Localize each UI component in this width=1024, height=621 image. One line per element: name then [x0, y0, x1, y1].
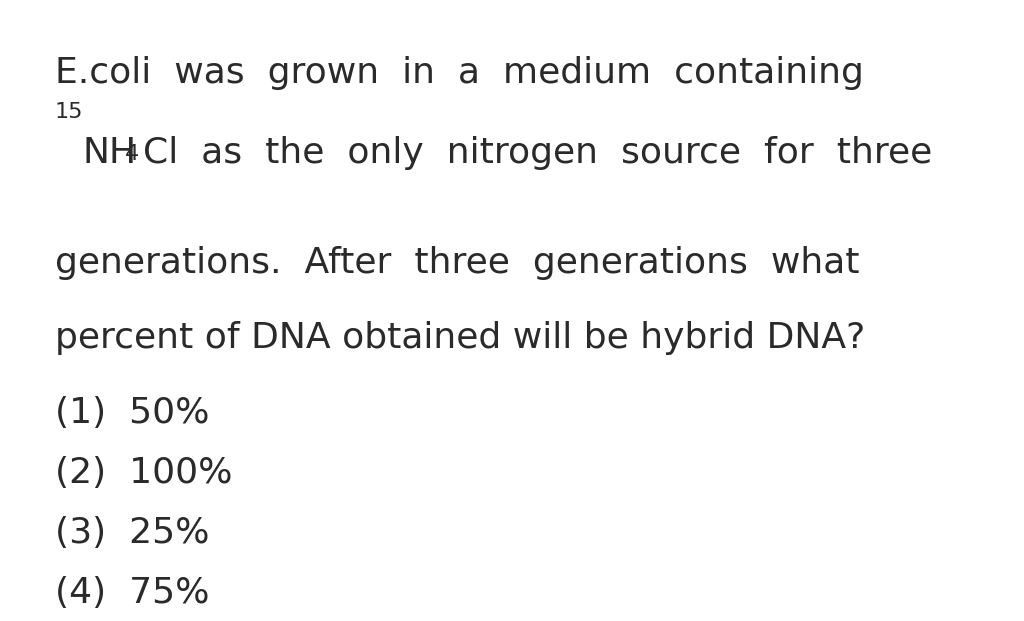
Text: Cl  as  the  only  nitrogen  source  for  three: Cl as the only nitrogen source for three — [143, 136, 932, 170]
Text: percent of DNA obtained will be hybrid DNA?: percent of DNA obtained will be hybrid D… — [55, 321, 865, 355]
Text: (4)  75%: (4) 75% — [55, 576, 210, 610]
Text: generations.  After  three  generations  what: generations. After three generations wha… — [55, 246, 859, 280]
Text: 15: 15 — [55, 102, 84, 122]
Text: (1)  50%: (1) 50% — [55, 396, 210, 430]
Text: NH: NH — [83, 136, 137, 170]
Text: 4: 4 — [125, 144, 139, 164]
Text: (3)  25%: (3) 25% — [55, 516, 210, 550]
Text: (2)  100%: (2) 100% — [55, 456, 232, 490]
Text: E.coli  was  grown  in  a  medium  containing: E.coli was grown in a medium containing — [55, 56, 864, 90]
